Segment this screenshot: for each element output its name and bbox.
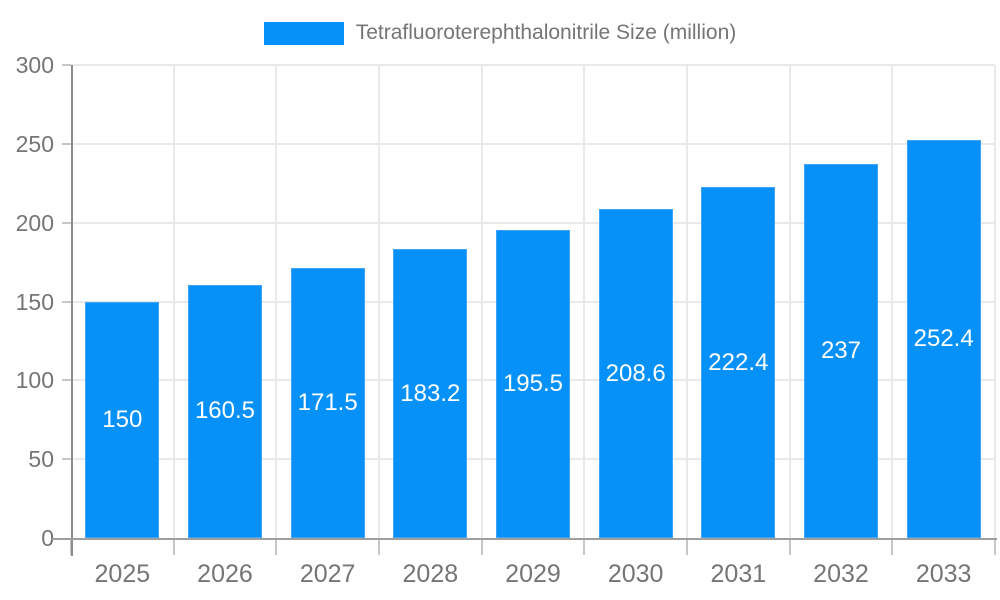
x-axis-tick (686, 540, 688, 555)
bar-2025 (85, 301, 160, 538)
bar-value-label: 150 (102, 405, 143, 433)
v-gridline (583, 65, 586, 538)
v-gridline (172, 65, 175, 538)
x-axis-tick (378, 540, 380, 555)
x-axis-label: 2031 (710, 560, 767, 588)
bar-2033 (906, 140, 981, 538)
bar-value-label: 252.4 (913, 325, 974, 353)
h-gridline (71, 64, 995, 66)
v-gridline (891, 65, 894, 538)
bar-value-label: 171.5 (297, 388, 358, 416)
x-axis-label: 2025 (94, 560, 151, 588)
x-axis-line (52, 538, 997, 540)
bar-2032 (804, 164, 878, 538)
x-axis-tick (172, 540, 175, 555)
bar-2026 (188, 284, 262, 538)
y-axis-tick (62, 458, 71, 461)
v-gridline (994, 65, 996, 538)
x-axis-label: 2027 (299, 560, 356, 588)
x-axis-tick (583, 540, 586, 555)
bar-2029 (496, 229, 570, 538)
legend: Tetrafluoroterephthalonitrile Size (mill… (0, 20, 1000, 46)
y-axis-label: 100 (15, 367, 54, 394)
y-axis-label: 0 (41, 525, 54, 551)
v-gridline (275, 65, 278, 538)
v-gridline (788, 65, 791, 538)
y-axis-label: 200 (15, 209, 54, 236)
y-axis-tick (62, 379, 71, 382)
y-axis-label: 50 (28, 446, 54, 473)
legend-label: Tetrafluoroterephthalonitrile Size (mill… (355, 21, 737, 44)
x-axis-label: 2033 (915, 560, 972, 588)
h-gridline (71, 142, 995, 145)
x-axis-label: 2032 (813, 560, 869, 588)
bar-2030 (598, 209, 673, 538)
bar-value-label: 183.2 (400, 379, 461, 407)
bar-2027 (290, 267, 365, 538)
bar-2028 (393, 249, 468, 538)
y-axis-line (71, 65, 73, 556)
x-axis-tick (480, 540, 483, 555)
x-axis-label: 2026 (197, 560, 253, 588)
y-axis-tick (62, 221, 71, 224)
bar-2031 (701, 187, 776, 538)
v-gridline (686, 65, 688, 538)
bar-value-label: 222.4 (708, 348, 769, 376)
x-axis-tick (275, 540, 278, 555)
y-axis-tick (62, 64, 71, 66)
x-axis-label: 2029 (505, 560, 561, 588)
y-axis-label: 300 (15, 52, 54, 78)
x-axis-label: 2028 (402, 560, 459, 588)
h-gridline (71, 221, 995, 224)
v-gridline (378, 65, 380, 538)
bar-value-label: 195.5 (502, 369, 564, 397)
y-axis-label: 150 (15, 288, 54, 315)
x-axis-tick (994, 540, 996, 555)
y-axis-label: 250 (15, 130, 54, 157)
x-axis-tick (891, 540, 894, 555)
bar-value-label: 237 (820, 337, 861, 365)
x-axis-label: 2030 (607, 560, 664, 588)
y-axis-tick (62, 300, 71, 303)
bar-value-label: 208.6 (605, 359, 666, 387)
bar-value-label: 160.5 (194, 397, 256, 425)
v-gridline (480, 65, 483, 538)
y-axis-tick (62, 142, 71, 145)
legend-swatch (263, 21, 344, 45)
x-axis-tick (788, 540, 791, 555)
